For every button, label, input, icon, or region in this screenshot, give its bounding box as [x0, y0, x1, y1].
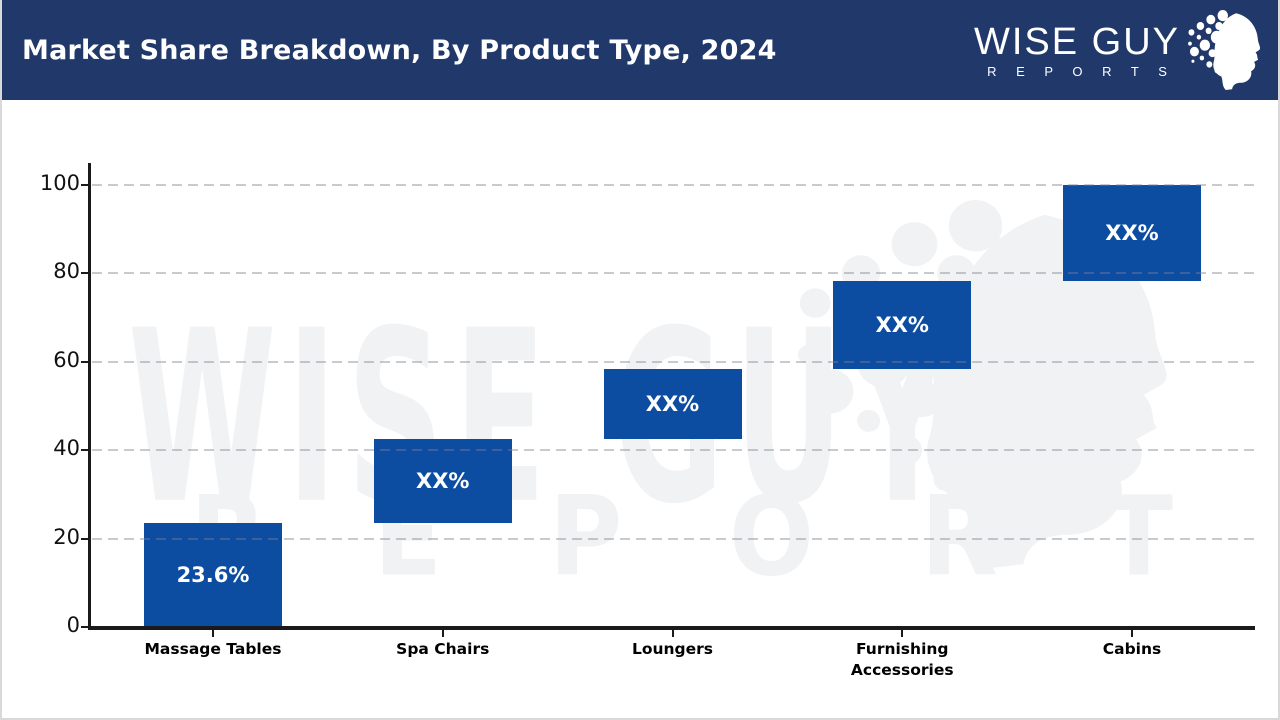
- logo-text: WISE GUY R E P O R T S: [974, 23, 1180, 78]
- gridline-60: [92, 360, 1255, 363]
- x-tick-mark-loungers: [671, 629, 674, 637]
- waterfall-chart: 23.6% XX% XX% XX% XX% 0 20 40 60 80 100 Massage Tab…: [2, 100, 1278, 718]
- gridline-20: [92, 537, 1255, 540]
- gridline-40: [92, 449, 1255, 452]
- x-tick-mark-furnishing-accessories: [901, 629, 904, 637]
- y-tick-mark-80: [81, 272, 90, 275]
- y-tick-mark-20: [81, 537, 90, 540]
- y-tick-label-0: 0: [66, 613, 80, 637]
- header-bar: Market Share Breakdown, By Product Type,…: [2, 0, 1278, 100]
- y-tick-mark-0: [81, 626, 90, 628]
- x-label-furnishing-accessories: Furnishing Accessories: [850, 640, 954, 679]
- y-tick-label-40: 40: [53, 436, 80, 461]
- bar-furnishing-accessories: XX%: [833, 281, 972, 370]
- y-tick-mark-100: [81, 184, 90, 186]
- y-tick-mark-40: [81, 449, 90, 452]
- x-label-loungers: Loungers: [631, 640, 714, 658]
- page-title: Market Share Breakdown, By Product Type,…: [22, 34, 777, 66]
- bar-spa-chairs: XX%: [373, 439, 512, 523]
- x-tick-mark-massage-tables: [212, 629, 214, 637]
- bar-massage-tables: 23.6%: [144, 522, 282, 627]
- bar-value-label: XX%: [416, 468, 470, 493]
- x-tick-mark-cabins: [1131, 629, 1133, 637]
- y-axis-spine: [88, 163, 91, 629]
- y-tick-label-60: 60: [53, 347, 80, 372]
- face-profile-dots-icon: [1188, 10, 1261, 90]
- gridline-80: [92, 272, 1255, 275]
- y-tick-label-100: 100: [39, 171, 80, 195]
- logo-wordmark: WISE GUY: [973, 20, 1180, 63]
- y-tick-label-20: 20: [53, 524, 80, 549]
- bar-cabins: XX%: [1063, 185, 1201, 282]
- x-label-spa-chairs: Spa Chairs: [396, 640, 490, 658]
- bar-value-label: XX%: [1105, 221, 1159, 246]
- x-label-cabins: Cabins: [1102, 640, 1162, 658]
- bar-value-label: 23.6%: [176, 562, 250, 587]
- y-tick-label-80: 80: [53, 259, 80, 284]
- bar-value-label: XX%: [875, 313, 929, 338]
- watermark-wordmark: WISE GUY: [128, 280, 962, 558]
- bar-loungers: XX%: [603, 369, 742, 440]
- y-tick-mark-60: [81, 360, 90, 363]
- gridline-100: [92, 184, 1255, 186]
- wise-guy-reports-logo: WISE GUY R E P O R T S: [974, 10, 1266, 90]
- x-axis-spine: [88, 626, 1255, 630]
- x-label-massage-tables: Massage Tables: [144, 640, 282, 658]
- bar-value-label: XX%: [645, 392, 700, 417]
- x-tick-mark-spa-chairs: [441, 629, 444, 637]
- logo-subtitle: R E P O R T S: [987, 63, 1175, 79]
